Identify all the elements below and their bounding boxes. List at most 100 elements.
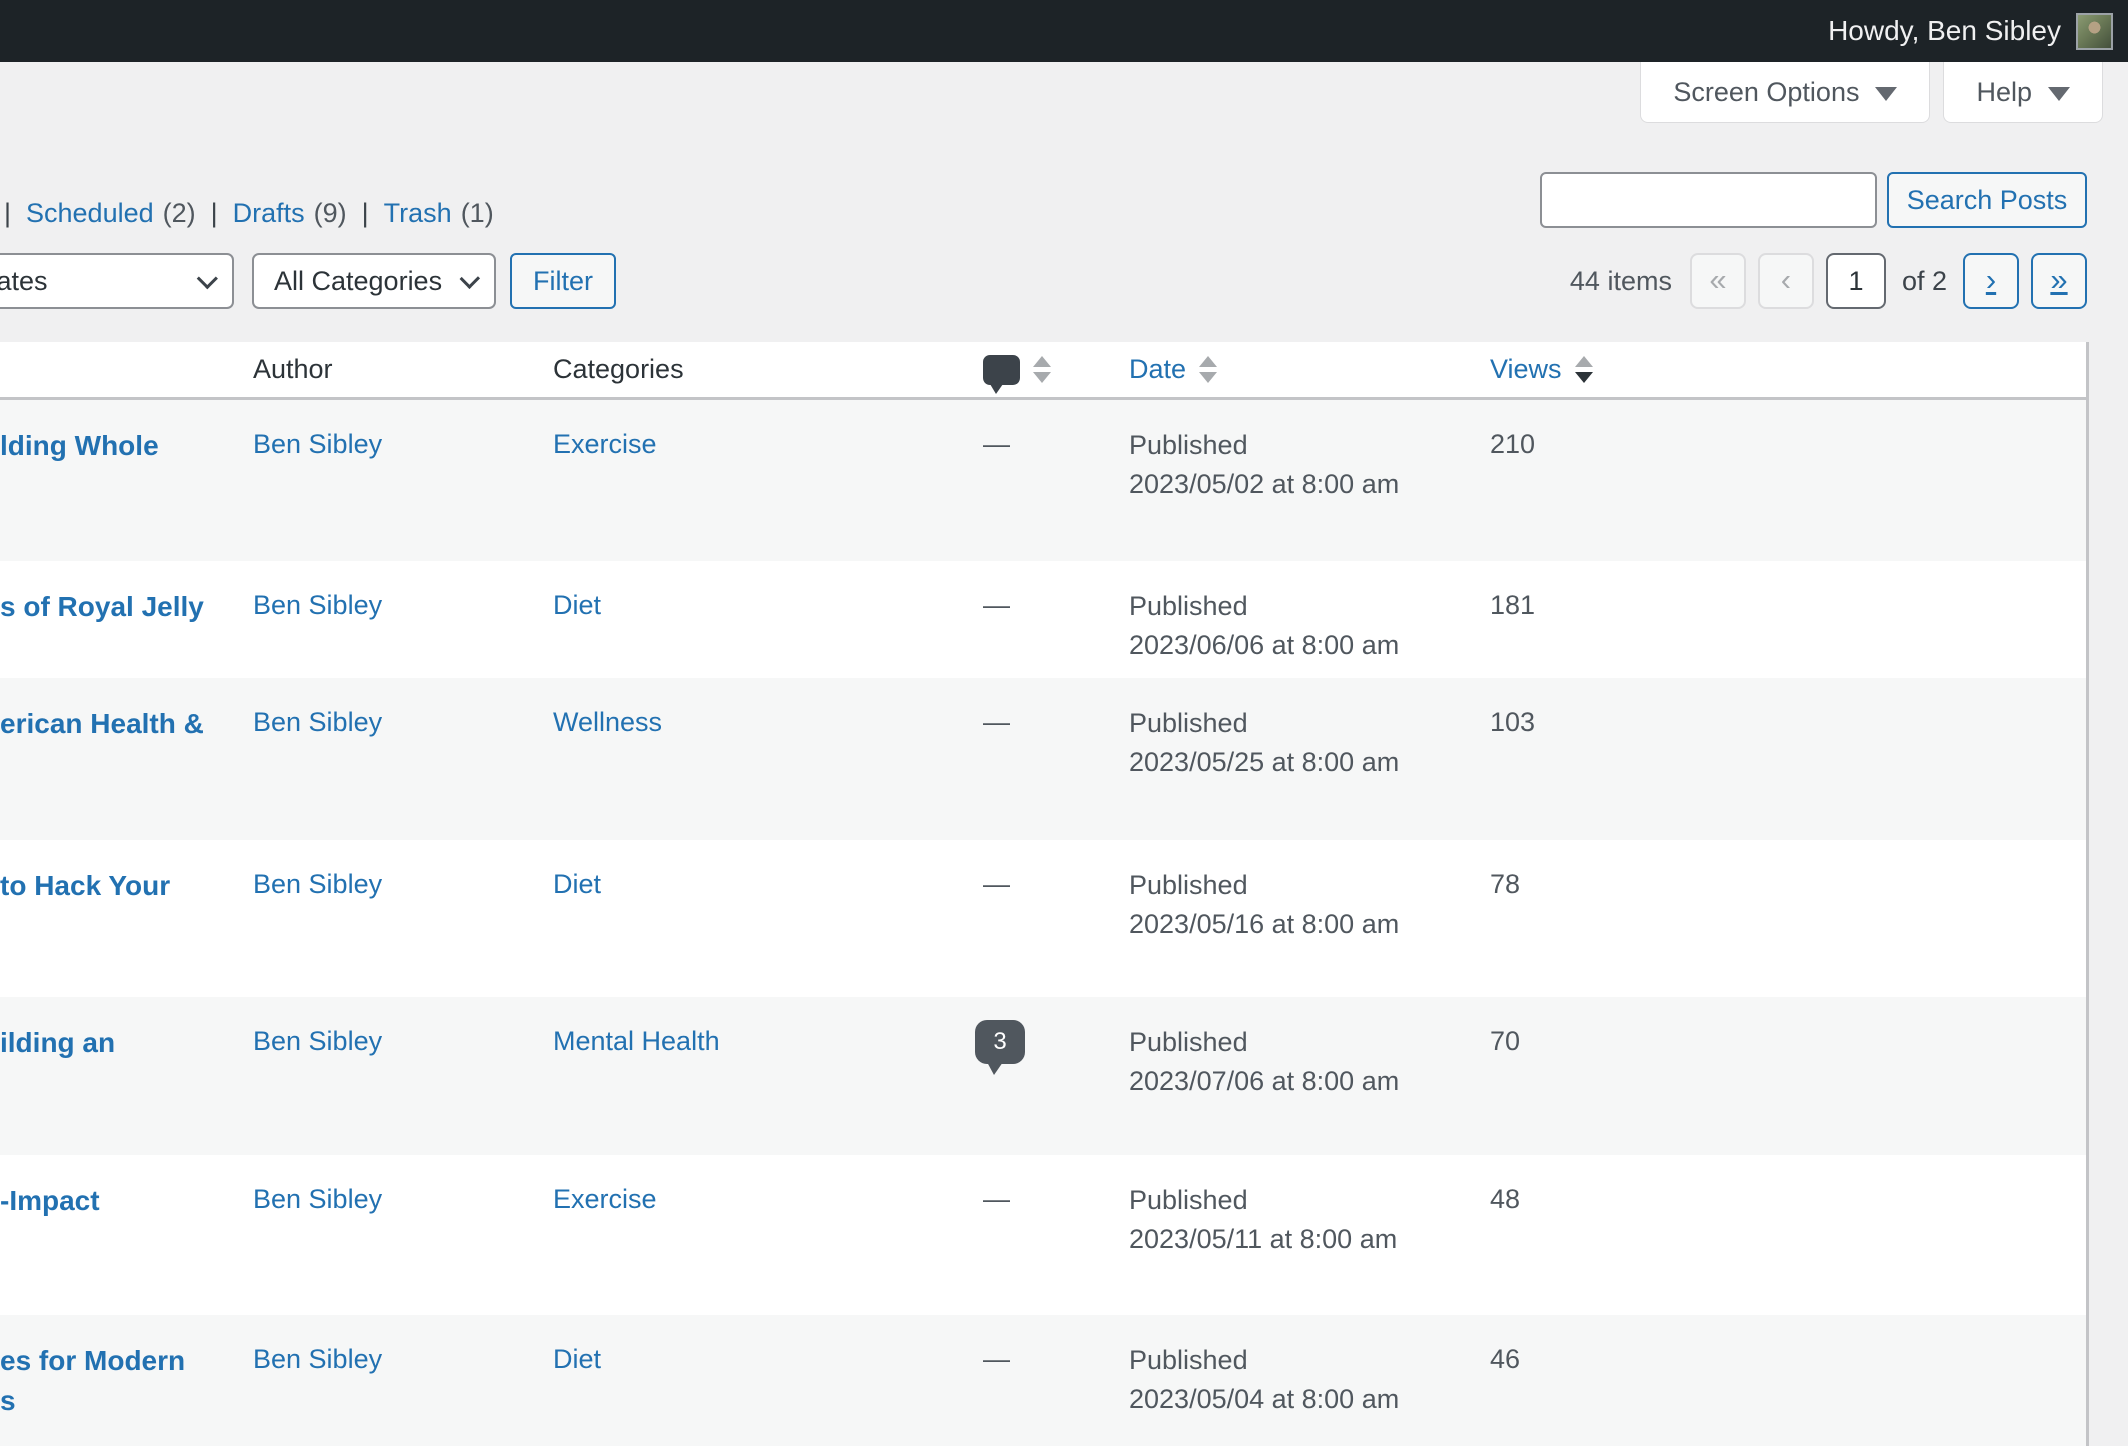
post-title-cell: es for Modern s <box>0 1315 253 1421</box>
category-cell: Wellness <box>553 678 975 740</box>
categories-filter-select[interactable]: All Categories <box>252 253 496 309</box>
date-column-header[interactable]: Date <box>1129 354 1490 385</box>
post-title-cell: ilding an <box>0 997 253 1063</box>
table-row: erican Health & Ben Sibley Wellness — Pu… <box>0 678 2086 840</box>
author-link[interactable]: Ben Sibley <box>253 869 383 899</box>
post-title-link[interactable]: -Impact <box>0 1185 100 1216</box>
category-cell: Mental Health <box>553 997 975 1059</box>
screen-options-button[interactable]: Screen Options <box>1640 62 1931 123</box>
post-title-link[interactable]: lding Whole <box>0 430 159 461</box>
table-row: to Hack Your Ben Sibley Diet — Published… <box>0 840 2086 997</box>
comments-column-header[interactable] <box>975 354 1129 394</box>
date-sort-link[interactable]: Date <box>1129 354 1187 384</box>
table-row: es for Modern s Ben Sibley Diet — Publis… <box>0 1315 2086 1446</box>
views-cell: 70 <box>1490 1026 1521 1056</box>
status-link-scheduled[interactable]: Scheduled <box>26 198 154 228</box>
no-comments-dash: — <box>983 869 1010 899</box>
status-link-drafts[interactable]: Drafts <box>232 198 305 228</box>
previous-page-button: ‹ <box>1757 253 1814 309</box>
comments-cell: 3 <box>975 997 1129 1075</box>
comments-cell: — <box>975 561 1129 623</box>
sort-down-arrow <box>1199 372 1218 383</box>
post-date-text: 2023/07/06 at 8:00 am <box>1129 1066 1400 1096</box>
post-title-link[interactable]: es for Modern <box>0 1345 186 1376</box>
post-status-text: Published <box>1129 591 1248 621</box>
post-title-cell: to Hack Your <box>0 840 253 906</box>
comments-cell: — <box>975 678 1129 740</box>
sort-indicator <box>1033 356 1051 383</box>
category-cell: Exercise <box>553 1155 975 1217</box>
posts-table-body: lding Whole Ben Sibley Exercise — Publis… <box>0 400 2086 1446</box>
category-link[interactable]: Diet <box>553 590 602 620</box>
category-link[interactable]: Exercise <box>553 1184 657 1214</box>
views-cell: 103 <box>1490 707 1536 737</box>
author-link[interactable]: Ben Sibley <box>253 429 383 459</box>
categories-column-header: Categories <box>553 354 684 384</box>
author-link[interactable]: Ben Sibley <box>253 1026 383 1056</box>
date-cell: Published 2023/07/06 at 8:00 am <box>1129 997 1490 1101</box>
search-input[interactable] <box>1540 172 1877 228</box>
help-label: Help <box>1976 76 2032 107</box>
next-page-button[interactable]: › <box>1963 253 2019 309</box>
separator: | <box>210 198 218 228</box>
category-link[interactable]: Mental Health <box>553 1026 720 1056</box>
no-comments-dash: — <box>983 1184 1010 1214</box>
posts-table: Author Categories Date Views <box>0 342 2089 1446</box>
post-title-link-line2[interactable]: s <box>0 1385 16 1416</box>
author-link[interactable]: Ben Sibley <box>253 590 383 620</box>
post-title-link[interactable]: s of Royal Jelly <box>0 591 204 622</box>
views-column-header[interactable]: Views <box>1490 354 2086 385</box>
author-link[interactable]: Ben Sibley <box>253 1184 383 1214</box>
total-pages-text: of 2 <box>1901 265 1947 296</box>
author-cell: Ben Sibley <box>253 840 553 902</box>
comments-cell: — <box>975 1315 1129 1377</box>
post-title-cell: -Impact <box>0 1155 253 1221</box>
current-page-input[interactable] <box>1825 253 1886 309</box>
sort-indicator <box>1199 356 1218 383</box>
post-date-text: 2023/05/04 at 8:00 am <box>1129 1384 1400 1414</box>
category-link[interactable]: Exercise <box>553 429 657 459</box>
category-cell: Diet <box>553 1315 975 1377</box>
post-title-link[interactable]: to Hack Your <box>0 870 171 901</box>
help-button[interactable]: Help <box>1943 62 2103 123</box>
author-link[interactable]: Ben Sibley <box>253 1344 383 1374</box>
category-link[interactable]: Diet <box>553 1344 602 1374</box>
author-cell: Ben Sibley <box>253 1315 553 1377</box>
post-title-link[interactable]: ilding an <box>0 1027 116 1058</box>
category-cell: Diet <box>553 561 975 623</box>
date-cell: Published 2023/06/06 at 8:00 am <box>1129 561 1490 665</box>
comments-cell: — <box>975 1155 1129 1217</box>
no-comments-dash: — <box>983 1344 1010 1374</box>
author-cell: Ben Sibley <box>253 997 553 1059</box>
howdy-account-link[interactable]: Howdy, Ben Sibley <box>1828 15 2061 46</box>
dates-filter-select[interactable]: All dates <box>0 253 234 309</box>
filter-button[interactable]: Filter <box>510 253 616 309</box>
no-comments-dash: — <box>983 707 1010 737</box>
post-date-text: 2023/06/06 at 8:00 am <box>1129 630 1400 660</box>
author-cell: Ben Sibley <box>253 561 553 623</box>
category-link[interactable]: Wellness <box>553 707 663 737</box>
separator: | <box>4 198 12 228</box>
post-title-link[interactable]: erican Health & <box>0 708 204 739</box>
author-column-header: Author <box>253 354 333 384</box>
status-link-trash[interactable]: Trash <box>383 198 452 228</box>
views-cell: 46 <box>1490 1344 1521 1374</box>
table-row: lding Whole Ben Sibley Exercise — Publis… <box>0 400 2086 561</box>
last-page-button[interactable]: » <box>2031 253 2087 309</box>
comments-cell: — <box>975 400 1129 462</box>
user-avatar[interactable] <box>2076 12 2113 50</box>
views-cell: 78 <box>1490 869 1521 899</box>
author-link[interactable]: Ben Sibley <box>253 707 383 737</box>
comment-count-bubble[interactable]: 3 <box>975 1020 1025 1075</box>
post-title-cell: lding Whole <box>0 400 253 466</box>
no-comments-dash: — <box>983 590 1010 620</box>
caret-down-icon <box>2048 87 2070 101</box>
category-link[interactable]: Diet <box>553 869 602 899</box>
table-row: -Impact Ben Sibley Exercise — Published … <box>0 1155 2086 1315</box>
status-count: (9) <box>313 198 347 228</box>
views-sort-link[interactable]: Views <box>1490 354 1562 384</box>
post-status-text: Published <box>1129 708 1248 738</box>
search-posts-button[interactable]: Search Posts <box>1887 172 2087 228</box>
post-status-text: Published <box>1129 1185 1248 1215</box>
